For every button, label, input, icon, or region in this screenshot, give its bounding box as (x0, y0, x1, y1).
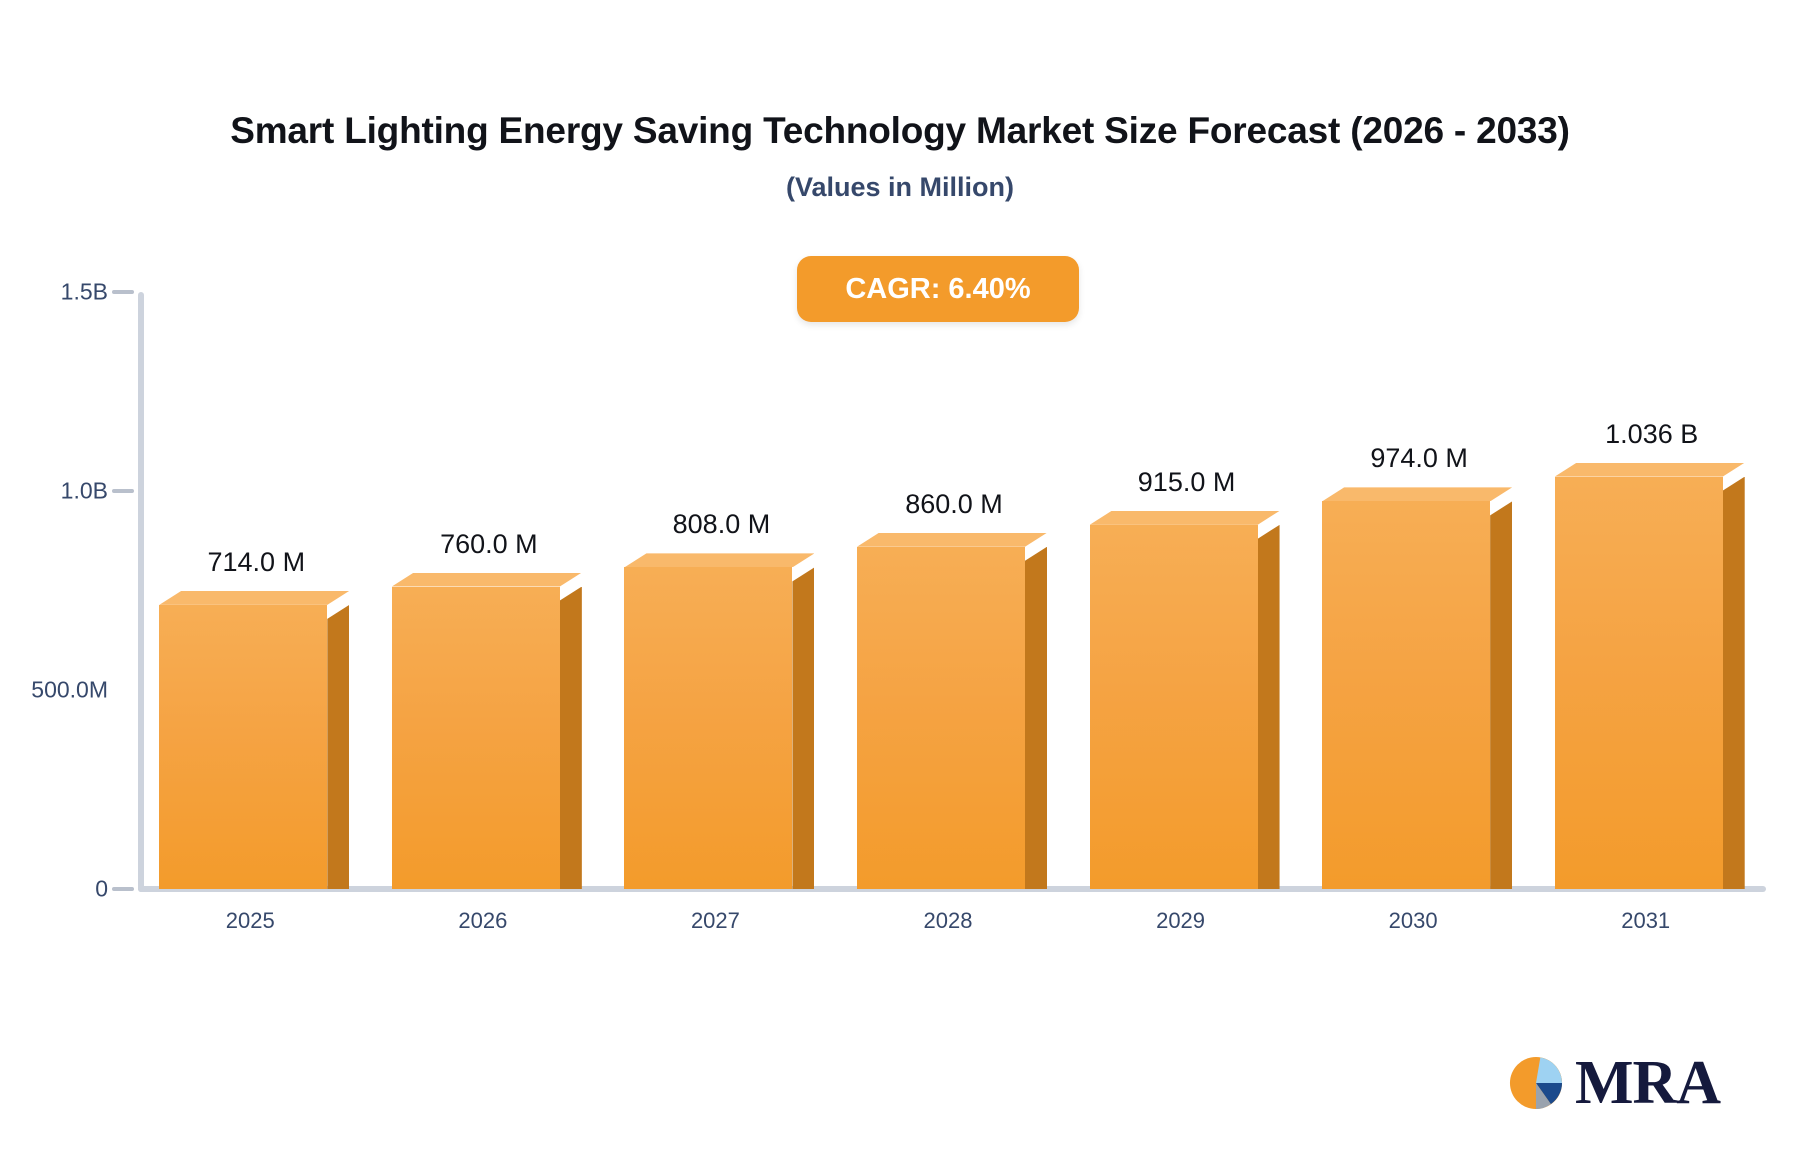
bar[interactable] (391, 586, 582, 889)
cagr-badge-label: CAGR: 6.40% (845, 272, 1031, 305)
x-tick-label: 2027 (690, 908, 740, 933)
chart-subtitle: (Values in Million) (785, 172, 1015, 202)
bar-top-face (857, 533, 1047, 547)
bar-front-face (1322, 501, 1491, 889)
bar-value-label: 915.0 M (1137, 466, 1236, 497)
bar-value-label: 1.036 B (1605, 418, 1699, 449)
x-tick-label: 2029 (1156, 908, 1206, 933)
x-tick-label: 2026 (458, 908, 508, 933)
bar-side-face (1025, 546, 1047, 889)
mra-logo-text: MRA (1575, 1049, 1721, 1117)
bar-value-label: 714.0 M (207, 546, 306, 577)
y-tick-label: 1.0B (60, 477, 108, 504)
y-tick-label: 0 (95, 875, 108, 902)
bar-top-face (624, 553, 814, 567)
bar-value-label: 760.0 M (440, 528, 538, 559)
bar-front-face (624, 567, 793, 889)
bar-side-face (559, 586, 582, 889)
bar-top-face (1322, 487, 1512, 501)
bar-side-face (1490, 501, 1513, 889)
bar-top-face (1555, 463, 1745, 477)
bar-top-face (159, 591, 349, 605)
bar-value-label: 974.0 M (1370, 443, 1468, 474)
bar-value-label: 860.0 M (905, 488, 1003, 519)
x-tick-label: 2025 (225, 908, 275, 933)
y-axis-line (138, 292, 144, 892)
x-tick-label: 2030 (1388, 908, 1438, 933)
y-tick-label: 500.0M (31, 676, 108, 703)
bar[interactable] (1089, 524, 1280, 889)
bar-front-face (1554, 476, 1723, 889)
bar-side-face (327, 604, 350, 889)
cagr-badge: CAGR: 6.40% (797, 256, 1079, 322)
chart-title: Smart Lighting Energy Saving Technology … (230, 110, 1570, 151)
bar[interactable] (159, 604, 350, 889)
bar[interactable] (1554, 476, 1745, 889)
x-tick-label: 2028 (923, 908, 973, 933)
mra-logo: MRA (1505, 1049, 1721, 1117)
y-tick-label: 1.5B (60, 278, 108, 305)
bar-front-face (857, 546, 1025, 889)
bar[interactable] (1322, 501, 1513, 889)
pie-chart-icon (1509, 1056, 1563, 1110)
x-axis-line (138, 886, 1766, 892)
bar-side-face (1257, 524, 1280, 889)
bar-front-face (159, 604, 328, 889)
bar[interactable] (857, 546, 1047, 889)
bar-side-face (1722, 476, 1745, 889)
bar-top-face (1090, 511, 1280, 525)
y-tick-mark (112, 290, 134, 294)
bar-value-label: 808.0 M (672, 509, 771, 540)
bar[interactable] (624, 567, 815, 889)
bar-side-face (792, 567, 815, 889)
y-tick-mark (112, 489, 134, 493)
bar-top-face (392, 573, 582, 587)
bar-front-face (1089, 524, 1258, 889)
x-tick-label: 2031 (1621, 908, 1671, 933)
bar-front-face (391, 586, 560, 889)
y-tick-mark (112, 887, 134, 891)
